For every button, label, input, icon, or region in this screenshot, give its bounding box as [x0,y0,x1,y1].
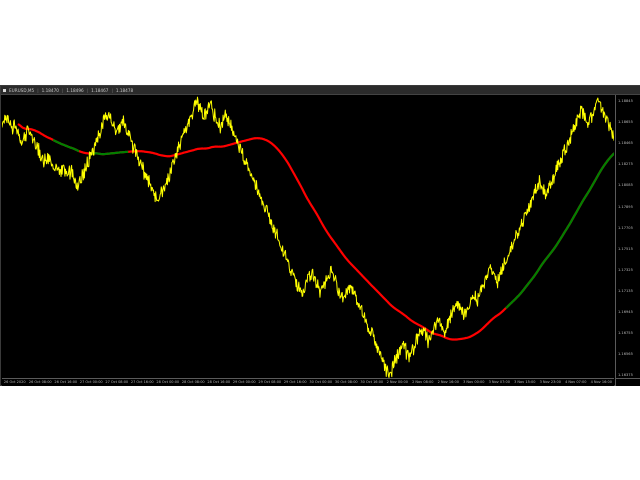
time-tick-3: 27 Oct 00:00 [79,380,103,384]
chart-window[interactable]: EURUSD,M5 | 1.18470 | 1.18496 | 1.18467 … [0,85,640,386]
time-tick-20: 3 Nov 15:00 [514,380,536,384]
price-chart-svg [2,96,614,378]
time-tick-6: 28 Oct 00:00 [156,380,180,384]
quote-high: 1.18496 [66,87,84,93]
price-tick-13: 1.16375 [618,373,633,378]
time-tick-14: 30 Oct 16:00 [360,380,384,384]
price-tick-10: 1.16945 [618,309,633,314]
price-tick-1: 1.18655 [618,120,633,125]
time-tick-10: 29 Oct 08:00 [258,380,282,384]
price-tick-9: 1.17135 [618,288,633,293]
quote-open: 1.18470 [41,87,59,93]
price-tick-2: 1.18465 [618,141,633,146]
price-tick-4: 1.18085 [618,183,633,188]
scale-corner [615,378,640,386]
price-tick-12: 1.16565 [618,352,633,357]
time-tick-7: 28 Oct 08:00 [181,380,205,384]
time-tick-21: 3 Nov 23:00 [539,380,561,384]
moving-average-bullish-segment-1 [52,139,80,152]
time-tick-5: 27 Oct 16:00 [130,380,154,384]
moving-average-bullish-segments [52,139,614,309]
price-tick-7: 1.17515 [618,246,633,251]
price-tick-5: 1.17895 [618,204,633,209]
quote-separator-4: | [111,87,113,93]
price-series-line [2,96,614,378]
symbol-header-bar[interactable]: EURUSD,M5 | 1.18470 | 1.18496 | 1.18467 … [1,86,640,95]
moving-average-bullish-segment-2 [89,150,129,156]
price-tick-6: 1.17705 [618,225,633,230]
time-tick-9: 29 Oct 00:00 [232,380,256,384]
time-tick-12: 30 Oct 00:00 [309,380,333,384]
time-tick-23: 4 Nov 16:00 [590,380,612,384]
time-tick-2: 26 Oct 16:00 [54,380,78,384]
price-tick-11: 1.16755 [618,331,633,336]
price-tick-0: 1.18845 [618,99,633,104]
time-tick-22: 4 Nov 07:00 [565,380,587,384]
time-tick-16: 2 Nov 08:00 [412,380,434,384]
price-tick-3: 1.18275 [618,162,633,167]
price-scale-axis[interactable]: 1.18845 1.18655 1.18465 1.18275 1.18085 1.178… [615,95,640,378]
time-tick-18: 3 Nov 00:00 [463,380,485,384]
time-tick-4: 27 Oct 08:00 [105,380,129,384]
time-tick-0: 26 Oct 2020 [3,380,26,384]
price-tick-8: 1.17325 [618,267,633,272]
time-tick-11: 29 Oct 16:00 [283,380,307,384]
time-tick-17: 2 Nov 16:00 [437,380,459,384]
time-scale-axis[interactable]: 26 Oct 2020 26 Oct 08:00 26 Oct 16:00 27 Oc… [2,378,614,386]
moving-average-bearish-line [17,123,614,341]
chart-plot-area[interactable] [2,95,614,378]
quote-separator-3: | [86,87,89,93]
chart-square-icon [3,88,6,92]
quote-separator-1: | [37,87,39,93]
quote-low: 1.18467 [91,87,109,93]
time-tick-13: 30 Oct 08:00 [334,380,358,384]
time-tick-15: 2 Nov 00:00 [386,380,408,384]
quote-separator-2: | [61,87,64,93]
time-tick-1: 26 Oct 08:00 [28,380,52,384]
quote-close: 1.18478 [115,87,134,93]
time-tick-8: 28 Oct 16:00 [207,380,231,384]
time-tick-19: 3 Nov 07:00 [488,380,510,384]
moving-average-bullish-segment-3 [505,152,614,309]
symbol-label: EURUSD,M5 [9,87,35,93]
